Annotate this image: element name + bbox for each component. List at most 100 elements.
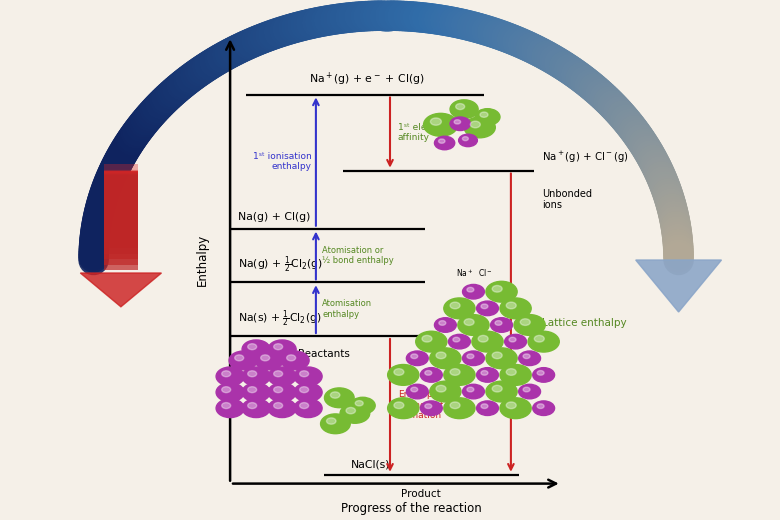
Circle shape	[274, 371, 282, 377]
Polygon shape	[104, 172, 138, 209]
Text: Atomisation
enthalpy: Atomisation enthalpy	[322, 300, 372, 319]
Circle shape	[514, 315, 545, 335]
Circle shape	[486, 381, 517, 402]
Polygon shape	[104, 174, 138, 259]
Circle shape	[294, 399, 322, 418]
Circle shape	[486, 281, 517, 302]
Circle shape	[506, 369, 516, 375]
Circle shape	[454, 120, 461, 124]
Circle shape	[434, 318, 456, 332]
Circle shape	[438, 139, 445, 144]
Circle shape	[520, 319, 530, 326]
Circle shape	[346, 408, 356, 414]
Circle shape	[506, 302, 516, 309]
Text: 1ˢᵗ electron
affinity: 1ˢᵗ electron affinity	[398, 123, 450, 142]
Circle shape	[537, 371, 544, 375]
Text: 1ˢᵗ ionisation
enthalpy: 1ˢᵗ ionisation enthalpy	[254, 152, 312, 171]
Circle shape	[463, 351, 484, 366]
Circle shape	[242, 340, 270, 359]
Circle shape	[268, 367, 296, 386]
Circle shape	[425, 404, 432, 409]
Circle shape	[459, 134, 477, 147]
Circle shape	[470, 121, 480, 128]
Circle shape	[411, 354, 418, 359]
Polygon shape	[104, 175, 138, 270]
Circle shape	[331, 392, 340, 398]
Circle shape	[294, 367, 322, 386]
Text: Na(g) + $\frac{1}{2}$Cl$_2$(g): Na(g) + $\frac{1}{2}$Cl$_2$(g)	[238, 255, 323, 276]
Circle shape	[340, 404, 370, 423]
Circle shape	[216, 367, 244, 386]
Text: Enthalpy
change of
formation: Enthalpy change of formation	[398, 391, 443, 420]
Polygon shape	[104, 174, 138, 248]
Circle shape	[274, 402, 282, 409]
Circle shape	[420, 368, 442, 382]
Circle shape	[394, 402, 404, 409]
Circle shape	[248, 387, 257, 393]
Circle shape	[422, 335, 432, 342]
Circle shape	[242, 383, 270, 401]
Circle shape	[534, 335, 544, 342]
Circle shape	[506, 402, 516, 409]
Circle shape	[222, 387, 231, 393]
Circle shape	[294, 383, 322, 401]
Circle shape	[248, 371, 257, 377]
Text: NaCl(s): NaCl(s)	[351, 460, 390, 470]
Circle shape	[430, 348, 461, 369]
Circle shape	[242, 399, 270, 418]
Circle shape	[450, 369, 460, 375]
Circle shape	[492, 352, 502, 359]
Circle shape	[477, 368, 498, 382]
Circle shape	[327, 418, 336, 424]
Circle shape	[537, 404, 544, 409]
Polygon shape	[104, 174, 138, 242]
Circle shape	[430, 381, 461, 402]
Circle shape	[274, 387, 282, 393]
Polygon shape	[104, 173, 138, 231]
Polygon shape	[104, 172, 138, 203]
Circle shape	[450, 117, 470, 131]
Text: Na$^+$(g) + Cl$^-$(g): Na$^+$(g) + Cl$^-$(g)	[542, 150, 629, 165]
Circle shape	[450, 100, 478, 119]
Polygon shape	[104, 175, 138, 265]
Circle shape	[480, 112, 488, 118]
Circle shape	[481, 404, 488, 409]
Circle shape	[533, 368, 555, 382]
Text: Na$^+$  Cl$^-$: Na$^+$ Cl$^-$	[456, 267, 493, 279]
Text: Na$^+$(g) + e$^-$ + Cl(g): Na$^+$(g) + e$^-$ + Cl(g)	[309, 71, 424, 88]
Circle shape	[478, 335, 488, 342]
Circle shape	[350, 397, 375, 414]
Circle shape	[436, 352, 446, 359]
Circle shape	[394, 369, 404, 375]
Circle shape	[424, 113, 458, 136]
Circle shape	[268, 383, 296, 401]
Circle shape	[287, 355, 296, 361]
Circle shape	[388, 365, 419, 385]
Circle shape	[216, 383, 244, 401]
Text: Progress of the reaction: Progress of the reaction	[341, 502, 482, 515]
Circle shape	[255, 351, 283, 370]
Polygon shape	[104, 170, 138, 175]
Polygon shape	[104, 164, 138, 170]
Text: Atomisation or
½ bond enthalpy: Atomisation or ½ bond enthalpy	[322, 246, 394, 265]
Circle shape	[439, 321, 446, 326]
Circle shape	[519, 351, 541, 366]
Circle shape	[458, 315, 489, 335]
Circle shape	[467, 354, 474, 359]
Circle shape	[492, 285, 502, 292]
Polygon shape	[104, 172, 138, 220]
Circle shape	[229, 351, 257, 370]
Circle shape	[216, 399, 244, 418]
Polygon shape	[104, 173, 138, 226]
Circle shape	[486, 348, 517, 369]
Polygon shape	[104, 170, 138, 180]
Circle shape	[324, 388, 354, 408]
Circle shape	[416, 331, 447, 352]
Circle shape	[434, 136, 455, 150]
Circle shape	[300, 387, 309, 393]
Circle shape	[464, 117, 495, 138]
Circle shape	[481, 304, 488, 309]
Circle shape	[281, 351, 309, 370]
Circle shape	[509, 337, 516, 342]
Circle shape	[523, 387, 530, 392]
